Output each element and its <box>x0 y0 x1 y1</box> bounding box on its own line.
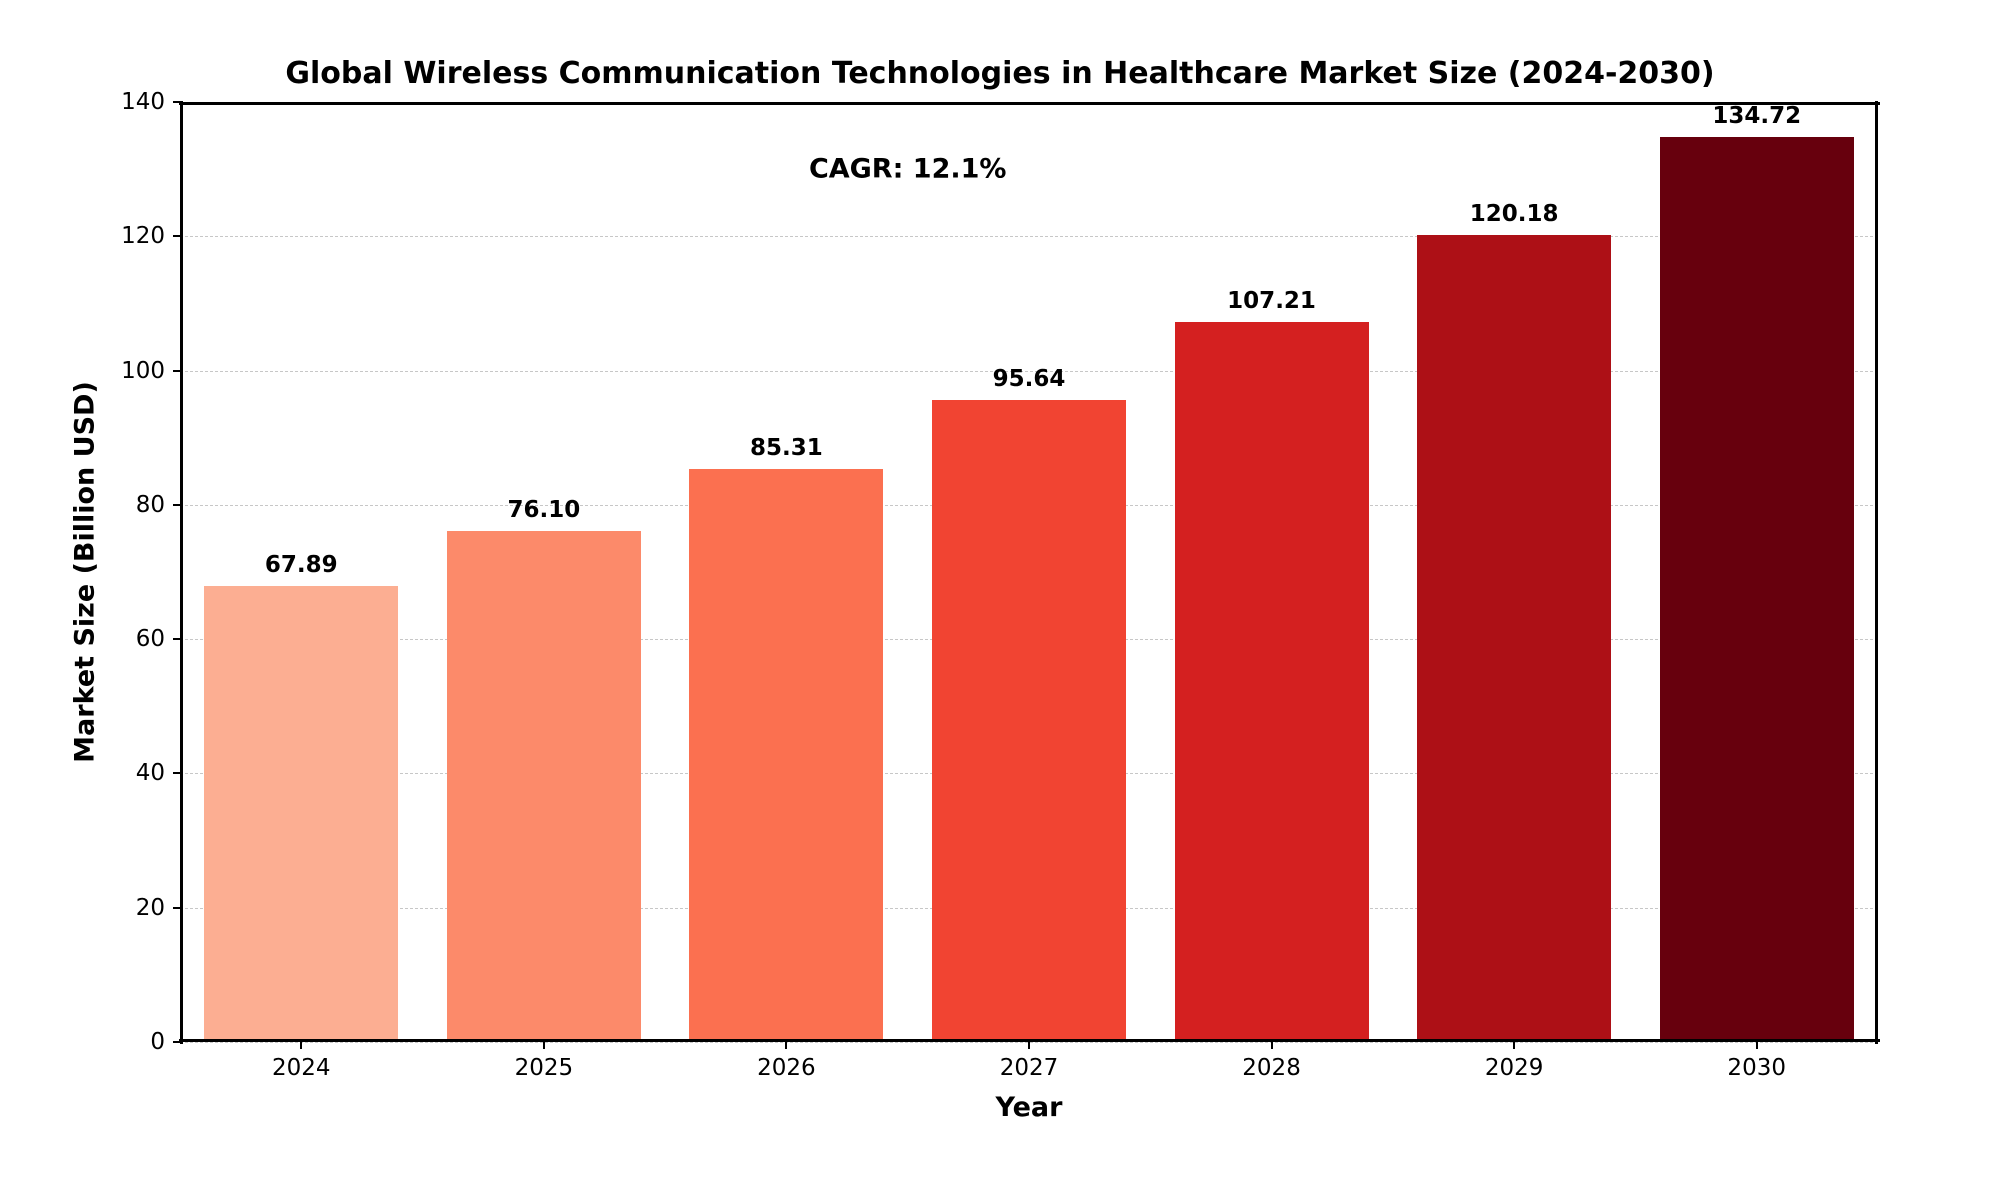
x-tick-label: 2028 <box>1242 1055 1301 1081</box>
y-tick-mark <box>173 235 180 237</box>
y-tick-mark <box>173 772 180 774</box>
bar-value-label: 85.31 <box>750 435 823 461</box>
bar-value-label: 107.21 <box>1227 288 1316 314</box>
x-tick-label: 2024 <box>272 1055 331 1081</box>
bar-value-label: 67.89 <box>265 552 338 578</box>
x-tick-mark <box>300 1042 302 1049</box>
y-tick-label: 0 <box>150 1029 165 1055</box>
axis-spine-top <box>179 102 1880 105</box>
axis-spine-left <box>180 101 183 1044</box>
y-tick-mark <box>173 638 180 640</box>
y-tick-label: 20 <box>136 895 165 921</box>
y-tick-label: 80 <box>136 492 165 518</box>
y-tick-mark <box>173 101 180 103</box>
x-tick-mark <box>785 1042 787 1049</box>
bar <box>1175 322 1369 1042</box>
x-tick-label: 2026 <box>757 1055 816 1081</box>
x-tick-label: 2030 <box>1727 1055 1786 1081</box>
y-tick-label: 140 <box>121 89 165 115</box>
cagr-annotation: CAGR: 12.1% <box>809 154 1007 185</box>
axis-spine-right <box>1875 101 1878 1044</box>
y-tick-label: 120 <box>121 223 165 249</box>
x-tick-mark <box>1028 1042 1030 1049</box>
bar-value-label: 120.18 <box>1470 201 1559 227</box>
y-tick-mark <box>173 1041 180 1043</box>
chart-axes: 67.89 76.10 85.31 95.64 107.21 120.18 134.72 C… <box>180 102 1878 1042</box>
x-tick-mark <box>543 1042 545 1049</box>
figure: Global Wireless Communication Technologi… <box>0 0 2000 1200</box>
bar <box>204 586 398 1042</box>
bar <box>447 531 641 1042</box>
y-tick-label: 100 <box>121 358 165 384</box>
y-tick-mark <box>173 370 180 372</box>
bar-value-label: 95.64 <box>993 366 1066 392</box>
y-tick-mark <box>173 907 180 909</box>
chart-title: Global Wireless Communication Technologi… <box>0 56 2000 91</box>
y-tick-mark <box>173 504 180 506</box>
gridline <box>180 236 1878 237</box>
x-tick-label: 2027 <box>1000 1055 1059 1081</box>
y-axis-label: Market Size (Billion USD) <box>70 381 101 763</box>
bar <box>1417 235 1611 1042</box>
x-axis-label: Year <box>180 1092 1878 1123</box>
y-tick-label: 40 <box>136 760 165 786</box>
x-tick-label: 2029 <box>1485 1055 1544 1081</box>
bar <box>1660 137 1854 1042</box>
bar-value-label: 76.10 <box>507 497 580 523</box>
x-tick-mark <box>1756 1042 1758 1049</box>
x-tick-mark <box>1513 1042 1515 1049</box>
y-tick-label: 60 <box>136 626 165 652</box>
x-tick-mark <box>1271 1042 1273 1049</box>
bar <box>932 400 1126 1042</box>
bar-value-label: 134.72 <box>1712 103 1801 129</box>
bar <box>689 469 883 1042</box>
x-tick-label: 2025 <box>515 1055 574 1081</box>
